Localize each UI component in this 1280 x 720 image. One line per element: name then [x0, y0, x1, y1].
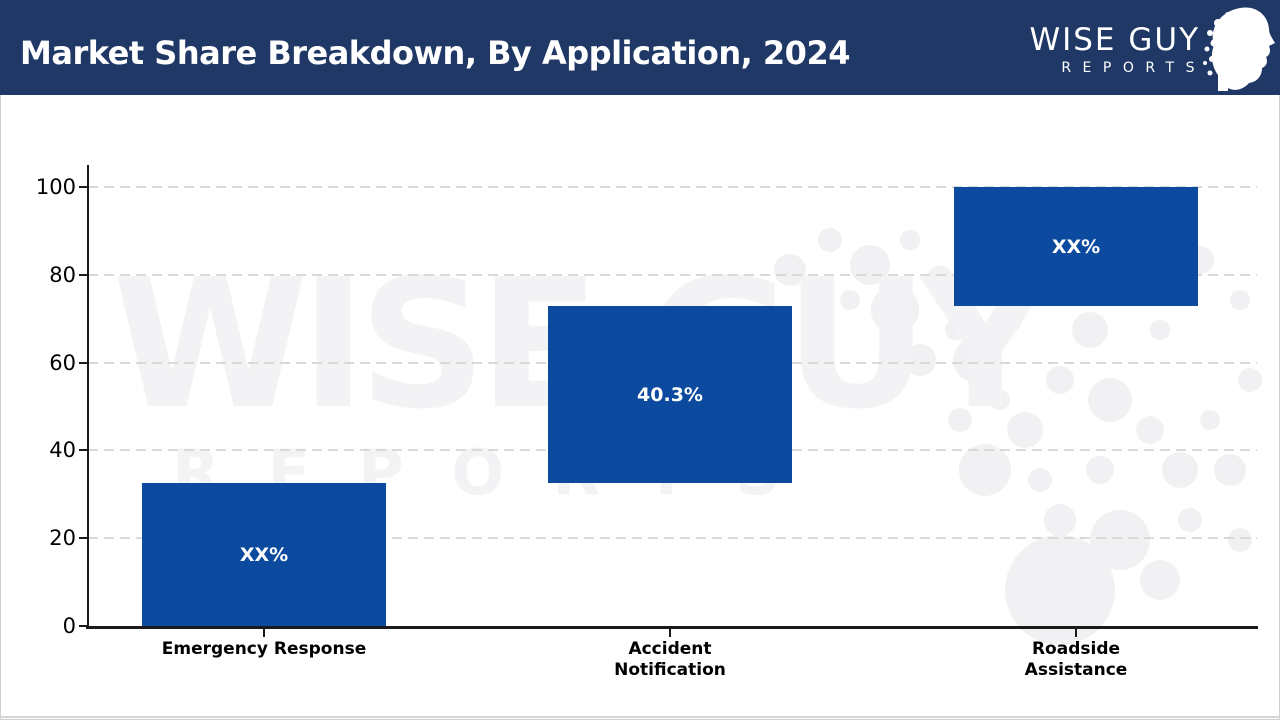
bar-segment: [142, 483, 386, 626]
y-tick-label: 100: [35, 175, 76, 199]
y-tick-label: 40: [49, 438, 76, 463]
x-tick-mark: [669, 629, 671, 637]
y-tick-label: 20: [49, 526, 76, 551]
gridline: [88, 273, 1257, 276]
y-tick-label: 60: [49, 350, 76, 375]
wiseguy-face-icon: [1203, 7, 1275, 91]
bar-segment: [548, 306, 792, 484]
y-tick-mark: [79, 186, 87, 188]
x-tick-mark: [263, 629, 265, 637]
bar-value-label: 40.3%: [637, 383, 703, 406]
bottom-border-line: [0, 716, 1280, 718]
x-tick-label: Accident Notification: [614, 639, 726, 680]
gridline: [88, 537, 1257, 540]
wiseguy-logo: WISE GUY REPORTS: [1029, 0, 1280, 95]
bar-segment: [954, 187, 1198, 307]
x-axis-line: [86, 626, 1258, 629]
x-tick-mark: [1075, 629, 1077, 637]
logo-subtext: REPORTS: [1061, 60, 1206, 76]
y-tick-mark: [79, 273, 87, 276]
gridline: [88, 186, 1257, 188]
y-tick-mark: [79, 361, 87, 364]
x-tick-label: Roadside Assistance: [1024, 639, 1128, 680]
y-tick-label: 80: [49, 262, 76, 287]
bar-value-label: XX%: [239, 543, 289, 566]
y-tick-mark: [79, 537, 87, 540]
y-tick-mark: [79, 449, 87, 452]
logo-wordmark: WISE GUY: [1029, 22, 1200, 58]
y-tick-mark: [79, 625, 87, 627]
chart-title: Market Share Breakdown, By Application, …: [20, 34, 850, 72]
header-bar: Market Share Breakdown, By Application, …: [0, 0, 1280, 95]
y-tick-label: 0: [62, 614, 76, 638]
bar-value-label: XX%: [1051, 235, 1101, 258]
y-axis-line: [87, 165, 89, 627]
x-tick-label: Emergency Response: [161, 639, 367, 659]
